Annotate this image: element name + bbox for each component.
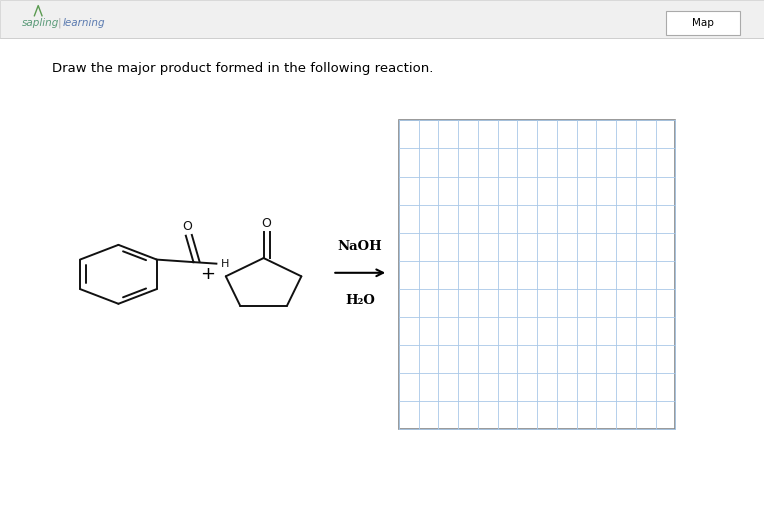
Text: |: |	[58, 18, 62, 28]
Text: Map: Map	[692, 18, 714, 28]
Text: O: O	[262, 216, 271, 230]
Text: NaOH: NaOH	[338, 240, 382, 253]
Text: H₂O: H₂O	[345, 294, 375, 307]
Text: O: O	[183, 220, 193, 233]
Text: sapling: sapling	[21, 18, 59, 28]
Text: Draw the major product formed in the following reaction.: Draw the major product formed in the fol…	[52, 62, 433, 75]
Text: +: +	[200, 265, 215, 283]
FancyBboxPatch shape	[666, 11, 740, 35]
Text: learning: learning	[63, 18, 105, 28]
Bar	[399, 120, 675, 429]
Bar	[0, 0, 764, 38]
Text: H: H	[222, 259, 230, 269]
